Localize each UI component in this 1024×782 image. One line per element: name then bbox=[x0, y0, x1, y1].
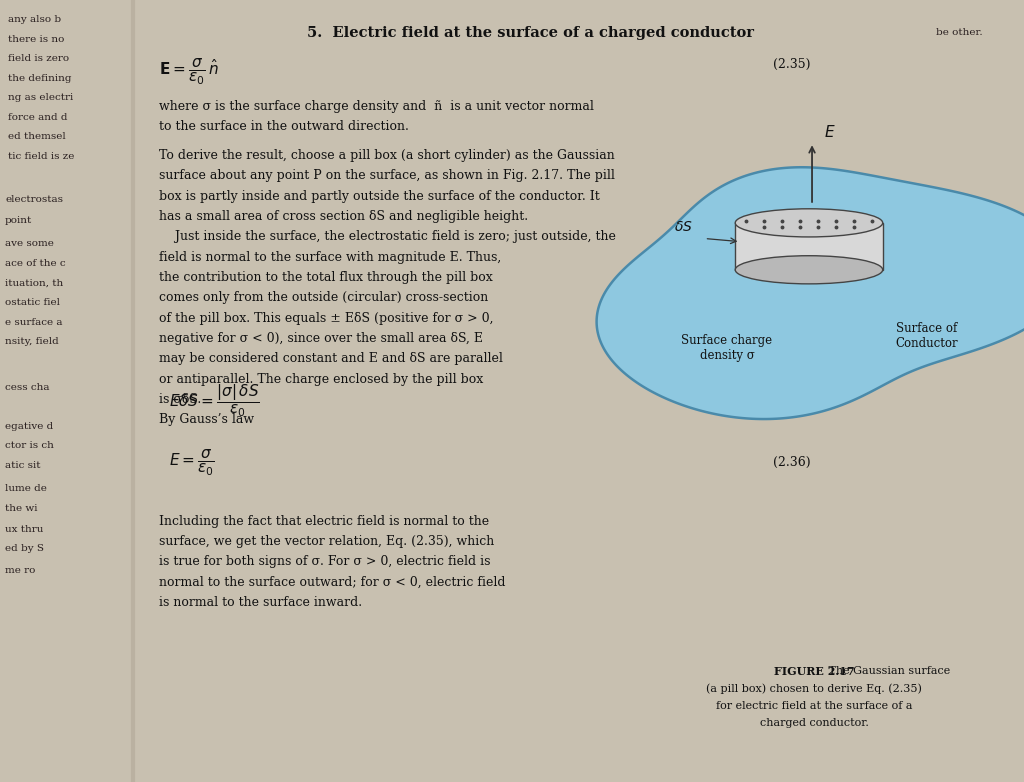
Text: surface, we get the vector relation, Eq. (2.35), which: surface, we get the vector relation, Eq.… bbox=[159, 535, 494, 548]
Text: (2.35): (2.35) bbox=[773, 58, 811, 70]
Text: to the surface in the outward direction.: to the surface in the outward direction. bbox=[159, 120, 409, 134]
Text: $\mathbf{E} = \dfrac{\sigma}{\varepsilon_0}\,\hat{n}$: $\mathbf{E} = \dfrac{\sigma}{\varepsilon… bbox=[159, 57, 218, 87]
Text: any also b: any also b bbox=[8, 15, 61, 24]
Text: To derive the result, choose a pill box (a short cylinder) as the Gaussian: To derive the result, choose a pill box … bbox=[159, 149, 614, 162]
Text: ed themsel: ed themsel bbox=[8, 132, 66, 142]
Text: negative for σ < 0), since over the small area δS, E: negative for σ < 0), since over the smal… bbox=[159, 332, 482, 345]
Text: By Gauss’s law: By Gauss’s law bbox=[159, 413, 254, 426]
Polygon shape bbox=[597, 167, 1024, 419]
Text: there is no: there is no bbox=[8, 34, 65, 44]
Text: be other.: be other. bbox=[936, 28, 983, 38]
Text: field is normal to the surface with magnitude E. Thus,: field is normal to the surface with magn… bbox=[159, 250, 501, 264]
Text: the defining: the defining bbox=[8, 74, 72, 83]
Text: ostatic fiel: ostatic fiel bbox=[5, 298, 60, 307]
Text: the contribution to the total flux through the pill box: the contribution to the total flux throu… bbox=[159, 271, 493, 284]
Text: box is partly inside and partly outside the surface of the conductor. It: box is partly inside and partly outside … bbox=[159, 189, 599, 203]
Text: ave some: ave some bbox=[5, 239, 54, 249]
Text: the wi: the wi bbox=[5, 504, 38, 513]
Text: The Gaussian surface: The Gaussian surface bbox=[825, 666, 950, 676]
Text: has a small area of cross section δS and negligible height.: has a small area of cross section δS and… bbox=[159, 210, 527, 223]
Text: e surface a: e surface a bbox=[5, 317, 62, 327]
Text: field is zero: field is zero bbox=[8, 54, 70, 63]
Text: atic sit: atic sit bbox=[5, 461, 41, 470]
Text: surface about any point P on the surface, as shown in Fig. 2.17. The pill: surface about any point P on the surface… bbox=[159, 169, 614, 182]
Text: egative d: egative d bbox=[5, 421, 53, 431]
Text: 5.  Electric field at the surface of a charged conductor: 5. Electric field at the surface of a ch… bbox=[307, 26, 755, 40]
Text: Surface charge
density σ: Surface charge density σ bbox=[682, 334, 772, 362]
Text: cess cha: cess cha bbox=[5, 382, 49, 392]
Text: may be considered constant and E and δS are parallel: may be considered constant and E and δS … bbox=[159, 352, 503, 365]
Text: $E$: $E$ bbox=[824, 124, 836, 140]
Text: ng as electri: ng as electri bbox=[8, 93, 74, 102]
Text: force and d: force and d bbox=[8, 113, 68, 122]
Text: Including the fact that electric field is normal to the: Including the fact that electric field i… bbox=[159, 515, 488, 528]
Text: for electric field at the surface of a: for electric field at the surface of a bbox=[716, 701, 912, 711]
Bar bbox=[735, 223, 883, 270]
Text: Just inside the surface, the electrostatic field is zero; just outside, the: Just inside the surface, the electrostat… bbox=[159, 230, 615, 243]
Text: electrostas: electrostas bbox=[5, 195, 63, 204]
Text: ituation, th: ituation, th bbox=[5, 278, 63, 288]
Text: nsity, field: nsity, field bbox=[5, 337, 58, 346]
Ellipse shape bbox=[735, 256, 883, 284]
Text: tic field is ze: tic field is ze bbox=[8, 152, 75, 161]
Text: Surface of
Conductor: Surface of Conductor bbox=[895, 322, 958, 350]
Text: of the pill box. This equals ± EδS (positive for σ > 0,: of the pill box. This equals ± EδS (posi… bbox=[159, 311, 494, 325]
Text: ed by S: ed by S bbox=[5, 544, 44, 554]
Text: charged conductor.: charged conductor. bbox=[760, 718, 868, 728]
Text: or antiparallel. The charge enclosed by the pill box: or antiparallel. The charge enclosed by … bbox=[159, 372, 483, 386]
Text: is σδS.: is σδS. bbox=[159, 393, 201, 406]
Text: $E = \dfrac{\sigma}{\varepsilon_0}$: $E = \dfrac{\sigma}{\varepsilon_0}$ bbox=[169, 448, 215, 478]
Text: normal to the surface outward; for σ < 0, electric field: normal to the surface outward; for σ < 0… bbox=[159, 576, 505, 589]
Text: ux thru: ux thru bbox=[5, 525, 43, 534]
Text: is normal to the surface inward.: is normal to the surface inward. bbox=[159, 596, 361, 609]
Text: me ro: me ro bbox=[5, 566, 36, 576]
Text: where σ is the surface charge density and  ñ  is a unit vector normal: where σ is the surface charge density an… bbox=[159, 100, 594, 113]
Text: (a pill box) chosen to derive Eq. (2.35): (a pill box) chosen to derive Eq. (2.35) bbox=[707, 683, 922, 694]
Text: point: point bbox=[5, 216, 33, 225]
Ellipse shape bbox=[735, 209, 883, 237]
Text: (2.36): (2.36) bbox=[773, 457, 811, 469]
Text: is true for both signs of σ. For σ > 0, electric field is: is true for both signs of σ. For σ > 0, … bbox=[159, 555, 490, 569]
Text: ctor is ch: ctor is ch bbox=[5, 441, 54, 450]
Text: ace of the c: ace of the c bbox=[5, 259, 66, 268]
Text: $\delta S$: $\delta S$ bbox=[674, 220, 692, 234]
Text: lume de: lume de bbox=[5, 484, 47, 493]
Text: FIGURE 2.17: FIGURE 2.17 bbox=[774, 666, 854, 677]
Text: comes only from the outside (circular) cross-section: comes only from the outside (circular) c… bbox=[159, 291, 488, 304]
Text: $E\delta S = \dfrac{|\sigma|\,\delta S}{\varepsilon_0}$: $E\delta S = \dfrac{|\sigma|\,\delta S}{… bbox=[169, 382, 260, 418]
